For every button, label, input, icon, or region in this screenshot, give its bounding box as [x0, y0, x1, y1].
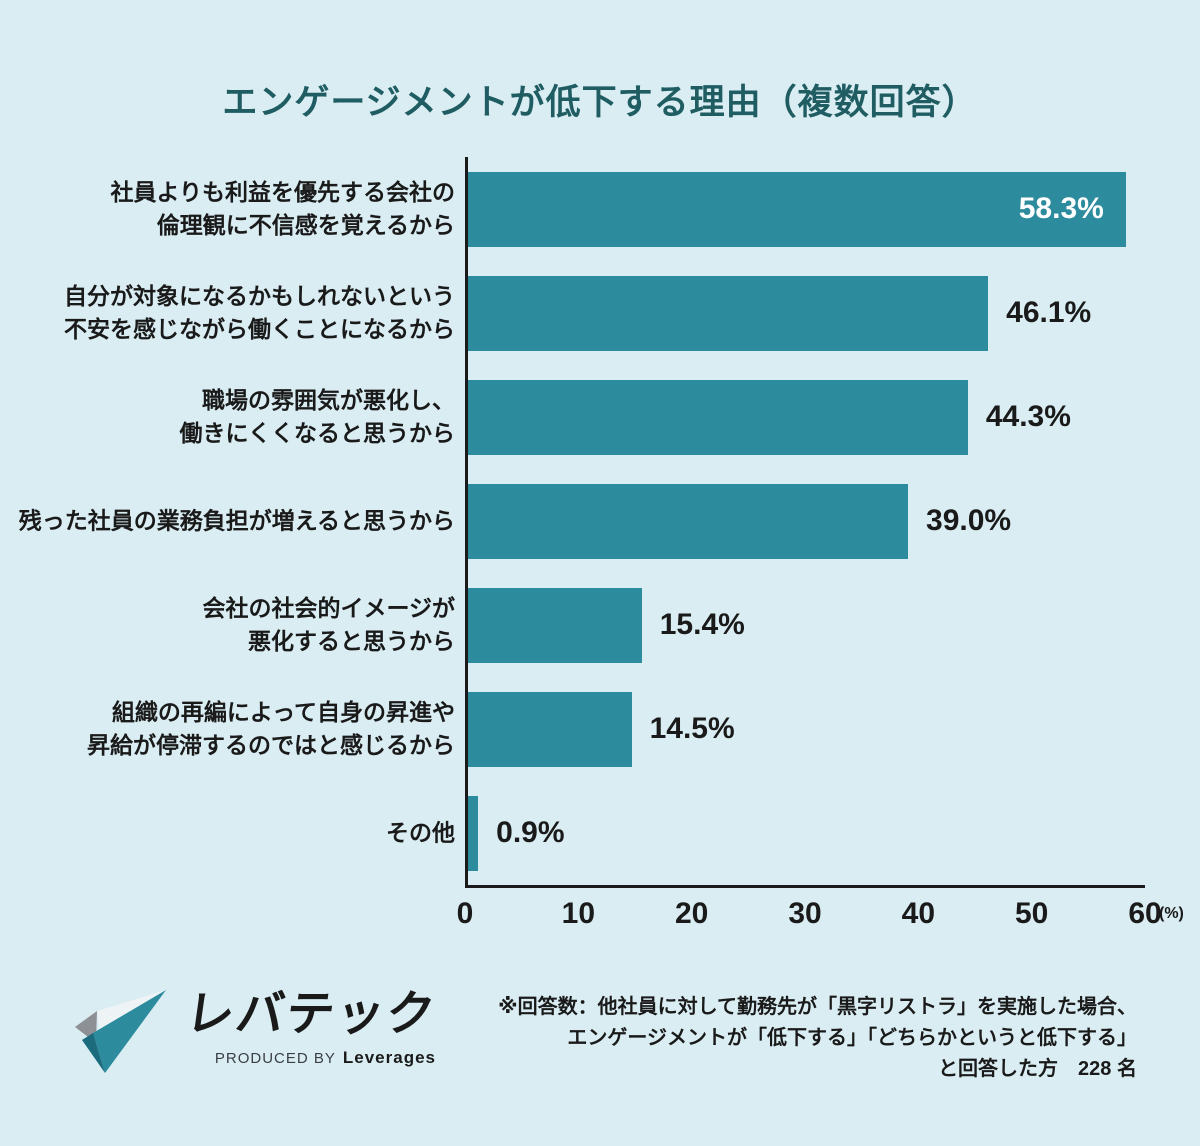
bar: [468, 275, 989, 351]
x-axis-unit-label: (%): [1159, 905, 1184, 922]
x-tick-label: 60: [1128, 897, 1162, 930]
logo-brand-text: レバテック: [182, 988, 440, 1041]
bar-category-label: 会社の社会的イメージが 悪化すると思うから: [202, 595, 455, 654]
bar-wrap: 46.1%: [468, 275, 1145, 351]
footnote-line-1: ※回答数：他社員に対して勤務先が「黒字リストラ」を実施した場合、: [498, 996, 1137, 1018]
footnote: ※回答数：他社員に対して勤務先が「黒字リストラ」を実施した場合、 エンゲージメン…: [498, 992, 1137, 1085]
bar-category-label: 職場の雰囲気が悪化し、 働きにくくなると思うから: [179, 387, 455, 446]
x-tick-label: 30: [788, 897, 822, 930]
x-tick-label: 10: [561, 897, 596, 930]
bar-category-label: 自分が対象になるかもしれないという 不安を感じながら働くことになるから: [64, 283, 455, 342]
bar-value-label: 39.0%: [926, 504, 1012, 537]
bar-category-label: 社員よりも利益を優先する会社の 倫理観に不信感を覚えるから: [110, 179, 455, 238]
bar: [468, 483, 909, 559]
x-tick-label: 0: [456, 897, 474, 930]
bar-value-label: 58.3%: [1018, 192, 1104, 225]
bar-value-label: 0.9%: [496, 816, 565, 849]
bar-value-label: 14.5%: [649, 712, 735, 745]
chart-title: エンゲージメントが低下する理由（複数回答）: [222, 83, 978, 122]
logo-produced-by: PRODUCED BY Leverages: [215, 1048, 436, 1068]
bar-value-label: 46.1%: [1006, 296, 1092, 329]
bar-row: 社員よりも利益を優先する会社の 倫理観に不信感を覚えるから 58.3%: [110, 157, 1145, 261]
bar-value-label: 44.3%: [985, 400, 1071, 433]
bar-category-label: 残った社員の業務負担が増えると思うから: [18, 507, 455, 534]
company-name-text: Leverages: [342, 1047, 437, 1067]
footnote-line-3: と回答した方 228 名: [938, 1058, 1137, 1080]
levtech-logo-icon: [75, 990, 166, 1073]
bar-category-label: 組織の再編によって自身の昇進や 昇給が停滞するのではと感じるから: [87, 699, 455, 758]
produced-by-text: PRODUCED BY: [214, 1049, 336, 1067]
bar: [468, 795, 479, 871]
footnote-line-2: エンゲージメントが「低下する」「どちらかというと低下する」: [567, 1027, 1137, 1049]
x-tick-label: 20: [674, 897, 709, 930]
logo-text-column: レバテック PRODUCED BY Leverages: [182, 988, 439, 1068]
bar-row: 残った社員の業務負担が増えると思うから 39.0%: [19, 469, 1145, 573]
bar: [468, 587, 642, 663]
bar-wrap: 44.3%: [468, 379, 1145, 455]
bar: [468, 379, 968, 455]
bar-row: その他 0.9%: [386, 781, 1145, 885]
bar-value-label: 15.4%: [659, 608, 745, 641]
x-axis-ticks: (%) 0 10 20 30 40 50 60: [457, 897, 1184, 942]
x-tick-label: 40: [901, 897, 936, 930]
bar-row: 職場の雰囲気が悪化し、 働きにくくなると思うから 44.3%: [179, 365, 1145, 469]
bar-wrap: 15.4%: [468, 587, 1145, 663]
bar-wrap: 58.3%: [468, 171, 1145, 247]
bar-row: 会社の社会的イメージが 悪化すると思うから 15.4%: [202, 573, 1145, 677]
bar: 58.3%: [468, 171, 1126, 247]
bar-wrap: 0.9%: [468, 795, 1145, 871]
bar-wrap: 14.5%: [468, 691, 1145, 767]
bar-chart-plot-area: 社員よりも利益を優先する会社の 倫理観に不信感を覚えるから 58.3% 自分が対…: [19, 157, 1145, 888]
bar-row: 組織の再編によって自身の昇進や 昇給が停滞するのではと感じるから 14.5%: [87, 677, 1145, 781]
levtech-logo: レバテック PRODUCED BY Leverages: [68, 985, 440, 1085]
x-tick-label: 50: [1014, 897, 1049, 930]
bar-category-label: その他: [386, 819, 455, 846]
bar-wrap: 39.0%: [468, 483, 1145, 559]
bar-row: 自分が対象になるかもしれないという 不安を感じながら働くことになるから 46.1…: [64, 261, 1145, 365]
bar: [468, 691, 632, 767]
